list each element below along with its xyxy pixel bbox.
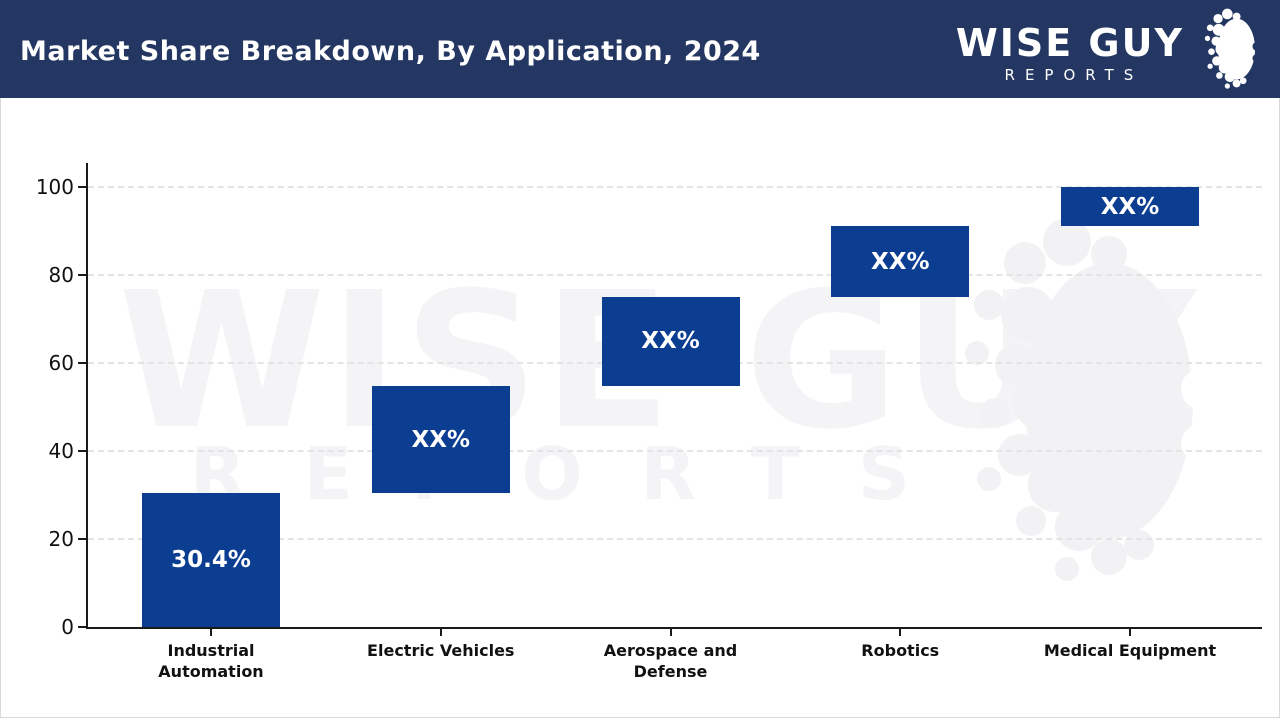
gridline-80 bbox=[88, 274, 1262, 276]
gridline-20 bbox=[88, 538, 1262, 540]
bar-medical-equipment: XX% bbox=[1061, 187, 1199, 227]
x-category-label-line: Defense bbox=[633, 662, 708, 681]
watermark-reports: REPORTS bbox=[190, 432, 968, 516]
logo-wordmark: WISE GUY bbox=[955, 21, 1184, 65]
x-category-label: Medical Equipment bbox=[1035, 640, 1225, 661]
gridline-40 bbox=[88, 450, 1262, 452]
x-category-label-line: Robotics bbox=[861, 641, 940, 660]
x-tick-3 bbox=[899, 629, 902, 636]
x-tick-2 bbox=[669, 629, 672, 636]
bar-value-label: XX% bbox=[411, 426, 470, 453]
x-category-label-line: Aerospace and bbox=[603, 641, 738, 660]
y-tick-label-100: 100 bbox=[35, 175, 74, 199]
y-tick-0 bbox=[78, 626, 86, 628]
bar-electric-vehicles: XX% bbox=[371, 385, 510, 494]
x-category-label-line: Medical Equipment bbox=[1043, 641, 1217, 660]
x-category-label: Electric Vehicles bbox=[346, 640, 536, 661]
x-category-label: Industrial Automation bbox=[116, 640, 306, 682]
gridline-100 bbox=[88, 186, 1262, 188]
x-category-label: Aerospace and Defense bbox=[576, 640, 766, 682]
y-tick-label-0: 0 bbox=[61, 615, 74, 639]
bar-industrial-automation: 30.4% bbox=[142, 493, 280, 627]
y-tick-label-60: 60 bbox=[48, 351, 74, 375]
x-tick-4 bbox=[1129, 629, 1131, 636]
logo-subtext: REPORTS bbox=[1004, 66, 1144, 84]
y-tick-label-40: 40 bbox=[48, 439, 74, 463]
bar-value-label: XX% bbox=[870, 248, 930, 275]
bar-value-label: 30.4% bbox=[171, 547, 251, 574]
logo-head-icon bbox=[1204, 8, 1262, 89]
y-tick-label-20: 20 bbox=[48, 527, 74, 551]
y-tick-100 bbox=[78, 186, 86, 188]
y-tick-40 bbox=[78, 450, 86, 452]
wise-guy-reports-logo: WISE GUY REPORTS bbox=[956, 8, 1270, 94]
x-tick-1 bbox=[439, 629, 442, 636]
page-title: Market Share Breakdown, By Application, … bbox=[20, 36, 761, 67]
bar-value-label: XX% bbox=[641, 328, 700, 355]
x-category-label-line: Electric Vehicles bbox=[367, 641, 515, 660]
x-category-label-line: Industrial bbox=[167, 641, 255, 660]
bar-value-label: XX% bbox=[1100, 193, 1160, 220]
y-tick-60 bbox=[78, 362, 86, 364]
y-tick-20 bbox=[78, 538, 86, 540]
bar-aerospace-and-defense: XX% bbox=[601, 297, 740, 386]
x-category-label-line: Automation bbox=[158, 662, 264, 681]
x-category-label: Robotics bbox=[805, 640, 995, 661]
y-axis-line bbox=[86, 163, 88, 629]
bar-robotics: XX% bbox=[831, 226, 970, 297]
x-tick-0 bbox=[210, 629, 212, 636]
y-tick-label-80: 80 bbox=[48, 263, 74, 287]
header-bar: Market Share Breakdown, By Application, … bbox=[0, 0, 1280, 98]
x-axis-line bbox=[86, 627, 1262, 629]
y-tick-80 bbox=[78, 274, 86, 276]
watermark-head-logo bbox=[965, 218, 1205, 581]
